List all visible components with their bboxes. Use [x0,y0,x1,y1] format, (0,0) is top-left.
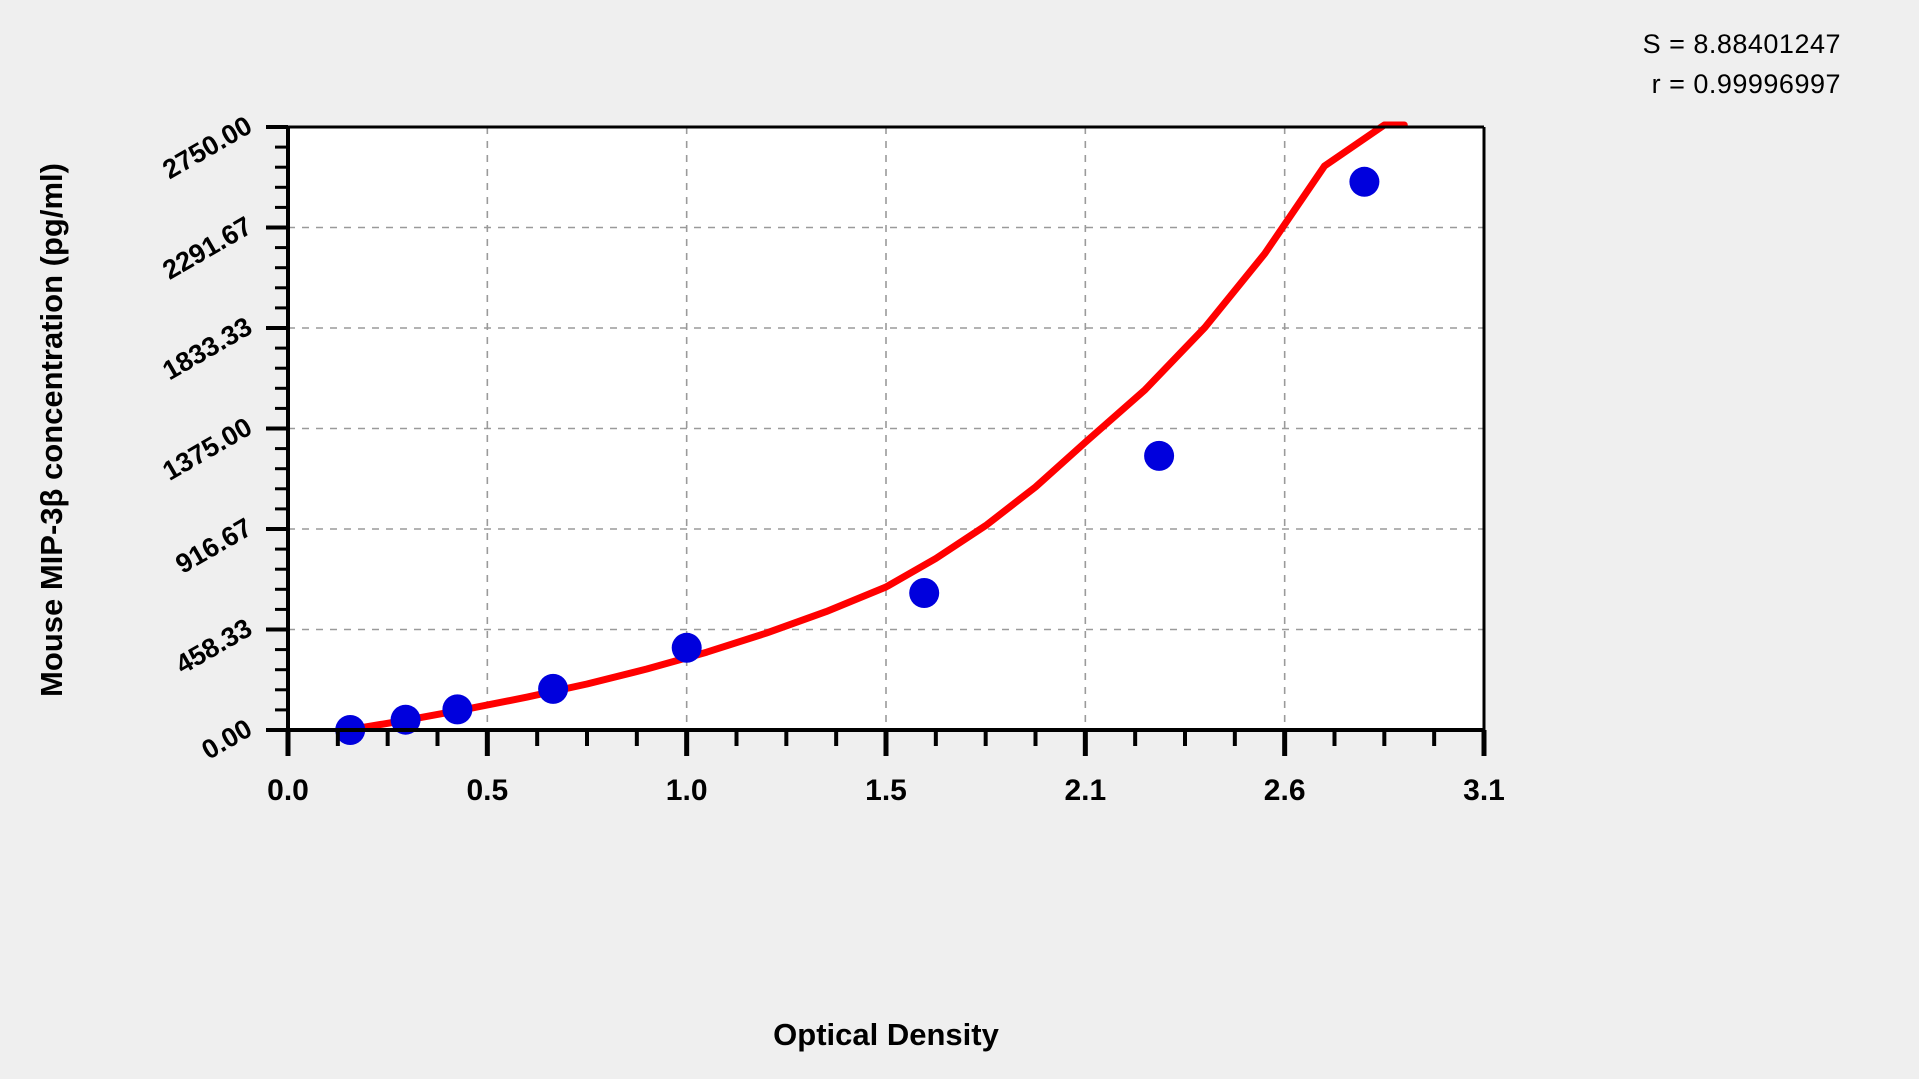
x-axis-minor-ticks [335,730,1437,746]
fit-curve-line [344,121,1408,734]
y-axis-tick-labels: 0.00 458.33 916.67 1375.00 1833.33 2291.67 275… [157,110,257,765]
y-tick-label: 1375.00 [157,412,257,487]
statistic-s: S = 8.88401247 [1642,29,1841,59]
statistic-r: r = 0.99996997 [1651,69,1841,99]
y-tick-label: 2291.67 [157,211,257,286]
y-tick-label: 1833.33 [157,311,257,386]
y-axis-title: Mouse MIP-3β concentration (pg/ml) [34,163,69,697]
y-tick-label: 458.33 [170,613,257,680]
x-tick-label: 3.1 [1463,774,1505,807]
x-tick-label: 0.0 [267,774,309,807]
data-point [671,632,702,663]
x-tick-label: 1.5 [865,774,907,807]
x-tick-label: 2.6 [1264,774,1306,807]
x-tick-label: 1.0 [666,774,708,807]
x-axis-tick-labels: 0.0 0.5 1.0 1.5 2.1 2.6 3.1 [267,774,1505,807]
x-axis-title: Optical Density [773,1017,999,1052]
data-point [442,694,473,725]
data-point [1144,440,1175,471]
y-tick-label: 916.67 [170,512,257,579]
data-point-markers [335,166,1380,745]
x-axis-major-ticks [285,730,1487,756]
data-point [909,578,940,608]
y-axis-minor-ticks [275,145,288,712]
x-tick-label: 0.5 [466,774,508,807]
data-point [1349,166,1380,197]
fit-statistics: S = 8.88401247 r = 0.99996997 [1643,24,1841,104]
x-tick-label: 2.1 [1064,774,1106,807]
data-point [390,704,421,735]
y-axis-major-ticks [266,125,288,732]
data-point [538,673,569,704]
y-tick-label: 0.00 [196,713,257,765]
y-tick-label: 2750.00 [157,110,257,185]
